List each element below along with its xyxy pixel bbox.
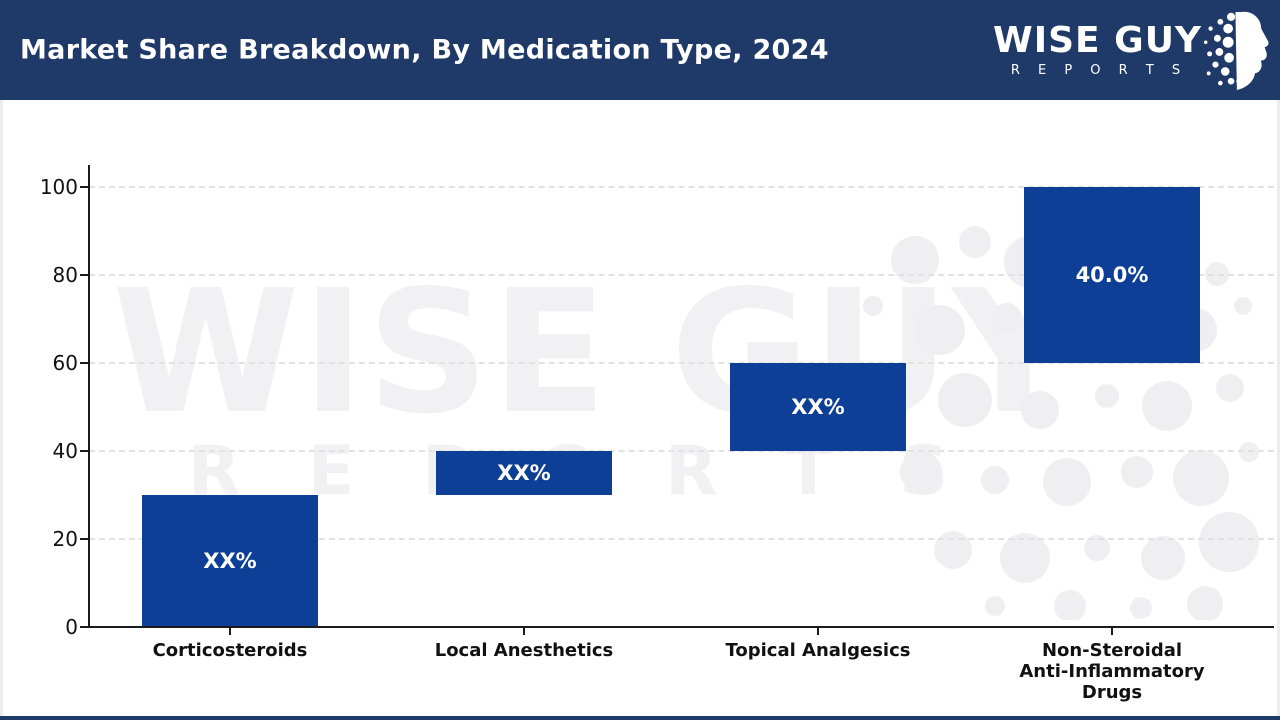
gridline-60 <box>89 362 1274 364</box>
bar-value-label: XX% <box>791 395 845 419</box>
x-tick-mark-2 <box>523 628 525 635</box>
brand-wordmark: WISE GUY R E P O R T S <box>993 22 1202 78</box>
y-tick-mark-60 <box>80 362 88 364</box>
y-tick-mark-40 <box>80 450 88 452</box>
y-axis <box>88 165 90 627</box>
bar-2: XX% <box>436 451 612 495</box>
y-tick-mark-80 <box>80 274 88 276</box>
x-axis-label-line: Non-Steroidal <box>1041 640 1183 661</box>
x-axis <box>88 626 1274 628</box>
x-tick-mark-1 <box>229 628 231 635</box>
y-tick-label-20: 20 <box>52 527 78 551</box>
x-tick-mark-3 <box>817 628 819 635</box>
x-tick-mark-4 <box>1111 628 1113 635</box>
gridline-20 <box>89 538 1274 540</box>
x-axis-label-line: Topical Analgesics <box>725 640 911 661</box>
y-tick-label-40: 40 <box>52 439 78 463</box>
header: Market Share Breakdown, By Medication Ty… <box>0 0 1280 100</box>
x-axis-label-3: Topical Analgesics <box>671 640 965 661</box>
bar-4: 40.0% <box>1024 187 1200 363</box>
y-tick-mark-20 <box>80 538 88 540</box>
gridline-100 <box>89 186 1274 188</box>
x-axis-label-line: Drugs <box>1081 682 1143 704</box>
x-axis-label-2: Local Anesthetics <box>377 640 671 661</box>
brand-name: WISE GUY <box>992 20 1202 62</box>
y-tick-mark-100 <box>80 186 88 188</box>
x-axis-label-line: Local Anesthetics <box>434 640 614 661</box>
footer-bar <box>0 716 1280 720</box>
brand-subtitle: R E P O R T S <box>1010 62 1188 78</box>
y-tick-label-0: 0 <box>65 615 78 639</box>
x-axis-label-1: Corticosteroids <box>83 640 377 661</box>
bar-3: XX% <box>730 363 906 451</box>
bar-value-label: XX% <box>497 461 551 485</box>
y-tick-label-80: 80 <box>52 263 78 287</box>
watermark-brand-text: WISE GUY <box>112 254 1078 452</box>
y-tick-mark-0 <box>80 626 88 628</box>
gridline-40 <box>89 450 1274 452</box>
y-tick-label-60: 60 <box>52 351 78 375</box>
x-axis-label-4: Non-Steroidal Anti-Inflammatory Drugs <box>965 640 1259 703</box>
bar-value-label: XX% <box>203 549 257 573</box>
page-title: Market Share Breakdown, By Medication Ty… <box>20 34 829 66</box>
bar-value-label: 40.0% <box>1075 263 1149 287</box>
brand-face-icon <box>1203 11 1269 90</box>
y-tick-label-100: 100 <box>39 175 78 199</box>
bar-1: XX% <box>142 495 318 627</box>
gridline-80 <box>89 274 1274 276</box>
x-axis-label-line: Anti-Inflammatory <box>1019 661 1205 683</box>
x-axis-label-line: Corticosteroids <box>152 640 308 661</box>
brand-logo: WISE GUY R E P O R T S <box>993 8 1270 92</box>
